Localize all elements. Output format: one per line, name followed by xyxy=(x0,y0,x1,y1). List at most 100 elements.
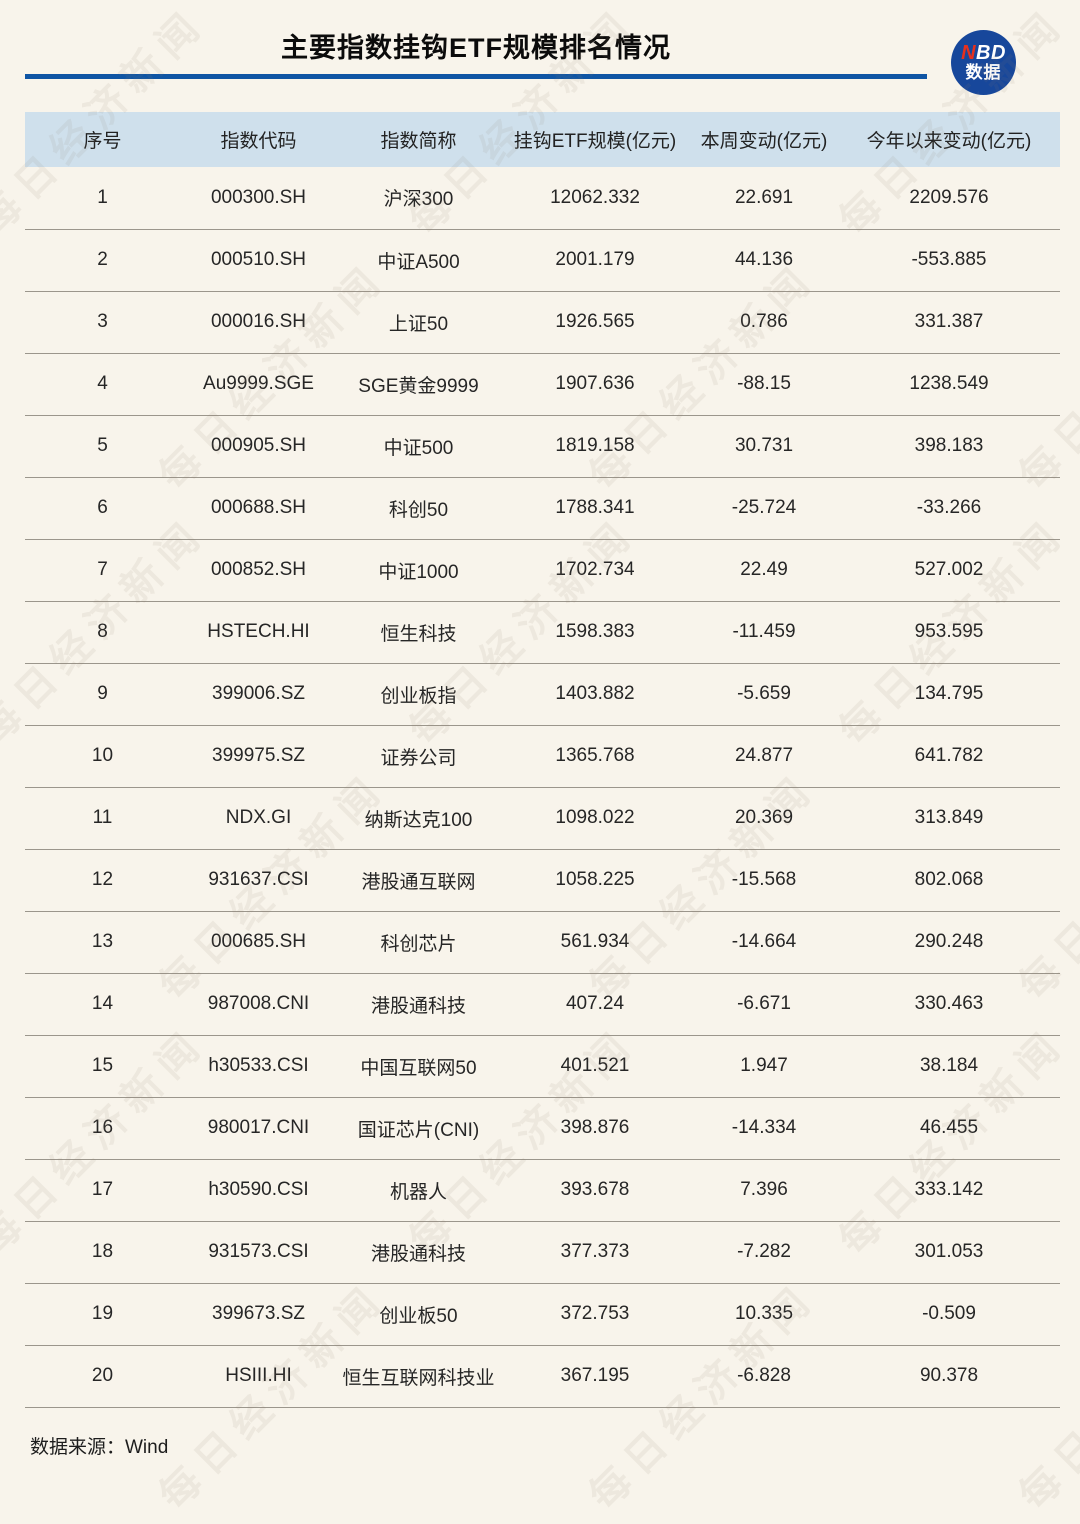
cell-index-code: h30533.CSI xyxy=(180,1035,337,1098)
cell-etf-scale: 1058.225 xyxy=(500,849,690,912)
cell-index-code: 000685.SH xyxy=(180,911,337,974)
cell-rank: 6 xyxy=(25,477,180,540)
cell-rank: 13 xyxy=(25,911,180,974)
cell-etf-scale: 398.876 xyxy=(500,1097,690,1160)
cell-etf-scale: 1702.734 xyxy=(500,539,690,602)
cell-week-change: 20.369 xyxy=(690,787,838,850)
cell-index-name: 机器人 xyxy=(337,1159,500,1222)
cell-week-change: -7.282 xyxy=(690,1221,838,1284)
cell-ytd-change: 90.378 xyxy=(838,1345,1060,1408)
cell-index-code: 000688.SH xyxy=(180,477,337,540)
cell-etf-scale: 393.678 xyxy=(500,1159,690,1222)
cell-etf-scale: 1598.383 xyxy=(500,601,690,664)
cell-rank: 18 xyxy=(25,1221,180,1284)
table-row: 10 399975.SZ 证券公司 1365.768 24.877 641.782 xyxy=(25,725,1060,788)
cell-rank: 12 xyxy=(25,849,180,912)
cell-index-name: 中国互联网50 xyxy=(337,1035,500,1098)
cell-index-name: 科创芯片 xyxy=(337,911,500,974)
cell-etf-scale: 561.934 xyxy=(500,911,690,974)
cell-index-code: 980017.CNI xyxy=(180,1097,337,1160)
cell-ytd-change: 1238.549 xyxy=(838,353,1060,416)
title-underline xyxy=(25,74,927,79)
table-row: 15 h30533.CSI 中国互联网50 401.521 1.947 38.184 xyxy=(25,1035,1060,1098)
table-row: 18 931573.CSI 港股通科技 377.373 -7.282 301.053 xyxy=(25,1221,1060,1284)
cell-ytd-change: 953.595 xyxy=(838,601,1060,664)
cell-ytd-change: -0.509 xyxy=(838,1283,1060,1346)
table-row: 20 HSIII.HI 恒生互联网科技业 367.195 -6.828 90.378 xyxy=(25,1345,1060,1408)
etf-ranking-table: 序号 指数代码 指数简称 挂钩ETF规模(亿元) 本周变动(亿元) 今年以来变动… xyxy=(25,112,1060,1408)
cell-index-name: 国证芯片(CNI) xyxy=(337,1097,500,1160)
table-row: 16 980017.CNI 国证芯片(CNI) 398.876 -14.334 46.45… xyxy=(25,1097,1060,1160)
table-row: 9 399006.SZ 创业板指 1403.882 -5.659 134.795 xyxy=(25,663,1060,726)
table-row: 2 000510.SH 中证A500 2001.179 44.136 -553.885 xyxy=(25,229,1060,292)
cell-index-name: 上证50 xyxy=(337,291,500,354)
nbd-data-logo: NBD 数据 xyxy=(951,30,1016,95)
header: 主要指数挂钩ETF规模排名情况 xyxy=(25,0,927,79)
cell-index-name: 纳斯达克100 xyxy=(337,787,500,850)
cell-ytd-change: 330.463 xyxy=(838,973,1060,1036)
cell-etf-scale: 1926.565 xyxy=(500,291,690,354)
cell-rank: 19 xyxy=(25,1283,180,1346)
cell-etf-scale: 401.521 xyxy=(500,1035,690,1098)
cell-rank: 5 xyxy=(25,415,180,478)
cell-index-code: Au9999.SGE xyxy=(180,353,337,416)
cell-etf-scale: 1403.882 xyxy=(500,663,690,726)
cell-ytd-change: -33.266 xyxy=(838,477,1060,540)
cell-etf-scale: 372.753 xyxy=(500,1283,690,1346)
cell-ytd-change: 802.068 xyxy=(838,849,1060,912)
cell-etf-scale: 1788.341 xyxy=(500,477,690,540)
table-row: 7 000852.SH 中证1000 1702.734 22.49 527.002 xyxy=(25,539,1060,602)
cell-etf-scale: 12062.332 xyxy=(500,167,690,230)
cell-rank: 2 xyxy=(25,229,180,292)
table-row: 17 h30590.CSI 机器人 393.678 7.396 333.142 xyxy=(25,1159,1060,1222)
cell-index-code: 000016.SH xyxy=(180,291,337,354)
cell-index-code: 931637.CSI xyxy=(180,849,337,912)
table-row: 5 000905.SH 中证500 1819.158 30.731 398.183 xyxy=(25,415,1060,478)
data-source-label: 数据来源：Wind xyxy=(30,1437,169,1458)
cell-week-change: 22.49 xyxy=(690,539,838,602)
cell-ytd-change: -553.885 xyxy=(838,229,1060,292)
cell-etf-scale: 1819.158 xyxy=(500,415,690,478)
cell-index-name: 港股通科技 xyxy=(337,1221,500,1284)
cell-week-change: 24.877 xyxy=(690,725,838,788)
table-row: 3 000016.SH 上证50 1926.565 0.786 331.387 xyxy=(25,291,1060,354)
cell-ytd-change: 398.183 xyxy=(838,415,1060,478)
column-header-etf-scale: 挂钩ETF规模(亿元) xyxy=(500,112,690,167)
cell-etf-scale: 407.24 xyxy=(500,973,690,1036)
cell-rank: 16 xyxy=(25,1097,180,1160)
cell-week-change: 30.731 xyxy=(690,415,838,478)
cell-rank: 4 xyxy=(25,353,180,416)
cell-ytd-change: 641.782 xyxy=(838,725,1060,788)
cell-etf-scale: 2001.179 xyxy=(500,229,690,292)
cell-rank: 15 xyxy=(25,1035,180,1098)
cell-index-code: NDX.GI xyxy=(180,787,337,850)
column-header-ytd-change: 今年以来变动(亿元) xyxy=(838,112,1060,167)
cell-index-code: 000300.SH xyxy=(180,167,337,230)
cell-index-code: 399673.SZ xyxy=(180,1283,337,1346)
cell-index-name: SGE黄金9999 xyxy=(337,353,500,416)
cell-week-change: -25.724 xyxy=(690,477,838,540)
cell-week-change: -88.15 xyxy=(690,353,838,416)
cell-week-change: 0.786 xyxy=(690,291,838,354)
cell-week-change: 1.947 xyxy=(690,1035,838,1098)
cell-index-code: HSTECH.HI xyxy=(180,601,337,664)
cell-week-change: 10.335 xyxy=(690,1283,838,1346)
table-row: 13 000685.SH 科创芯片 561.934 -14.664 290.248 xyxy=(25,911,1060,974)
cell-rank: 7 xyxy=(25,539,180,602)
cell-week-change: -11.459 xyxy=(690,601,838,664)
cell-week-change: -14.664 xyxy=(690,911,838,974)
table-header-row: 序号 指数代码 指数简称 挂钩ETF规模(亿元) 本周变动(亿元) 今年以来变动… xyxy=(25,112,1060,167)
cell-week-change: 7.396 xyxy=(690,1159,838,1222)
cell-index-name: 中证500 xyxy=(337,415,500,478)
table-row: 12 931637.CSI 港股通互联网 1058.225 -15.568 802.068 xyxy=(25,849,1060,912)
table-row: 4 Au9999.SGE SGE黄金9999 1907.636 -88.15 1238.5… xyxy=(25,353,1060,416)
cell-rank: 1 xyxy=(25,167,180,230)
cell-index-code: 000905.SH xyxy=(180,415,337,478)
column-header-rank: 序号 xyxy=(25,112,180,167)
cell-index-code: 399975.SZ xyxy=(180,725,337,788)
cell-rank: 3 xyxy=(25,291,180,354)
cell-rank: 10 xyxy=(25,725,180,788)
cell-index-name: 港股通科技 xyxy=(337,973,500,1036)
cell-etf-scale: 377.373 xyxy=(500,1221,690,1284)
cell-ytd-change: 313.849 xyxy=(838,787,1060,850)
